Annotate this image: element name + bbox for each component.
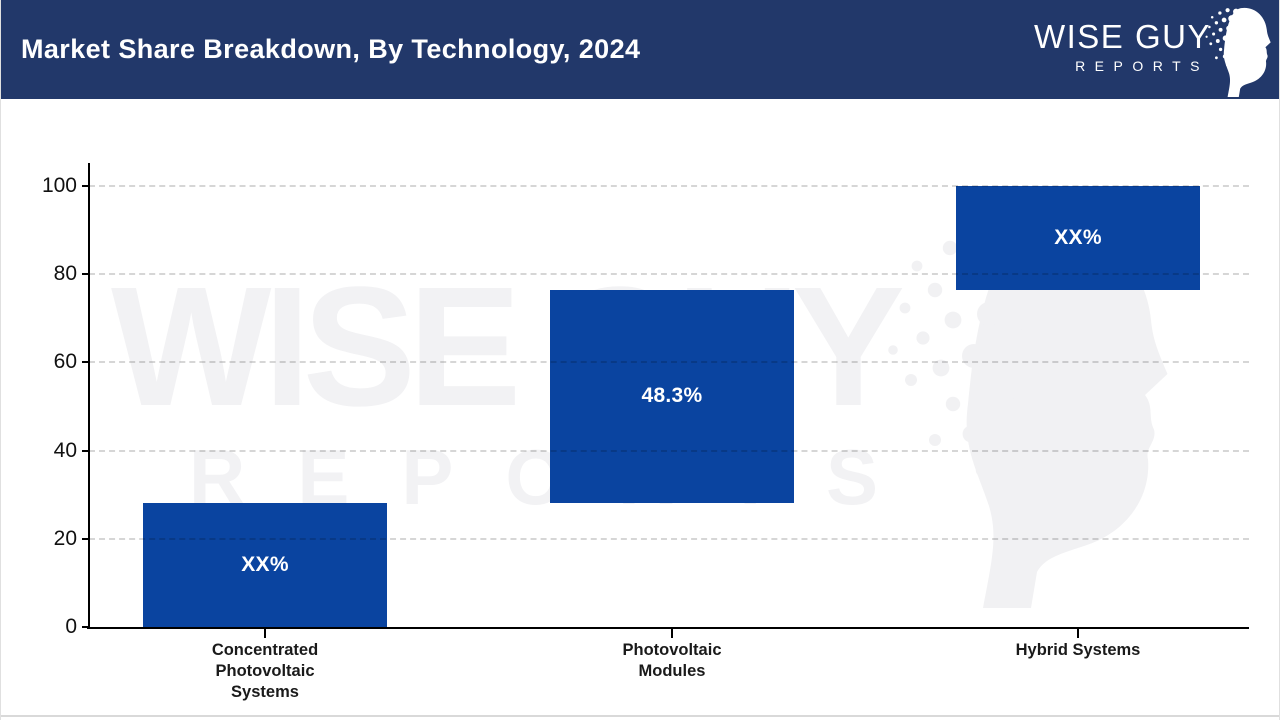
y-axis [88,163,90,629]
y-tick-60 [82,361,89,364]
gridline-60 [89,361,1249,364]
y-tick-label-100: 100 [41,174,77,197]
x-axis-label-photovoltaic-modules: Photovoltaic Modules [542,640,802,682]
x-tick-concentrated-photovoltaic-systems [264,629,266,638]
x-axis-label-line: Hybrid Systems [1015,641,1141,659]
plot-area [1,99,1279,715]
y-tick-0 [82,626,89,628]
y-tick-label-20: 20 [53,526,77,550]
x-axis-label-line: Concentrated [211,641,319,659]
gridline-100 [89,185,1249,187]
x-axis-label-line: Systems [231,683,299,701]
page-title: Market Share Breakdown, By Technology, 2… [21,34,641,64]
gridline-40 [89,449,1249,452]
logo-subtitle: REPORTS [1075,57,1209,74]
bar-concentrated-photovoltaic-systems: XX% [143,502,387,627]
logo-text: WISE GUY REPORTS [1033,18,1211,74]
gridline-20 [89,537,1249,540]
y-tick-40 [82,449,89,452]
y-tick-label-80: 80 [53,262,77,286]
x-axis-label-line: Photovoltaic [215,662,315,680]
y-tick-20 [82,537,89,540]
wiseguy-head-icon [1201,6,1271,97]
x-axis [87,627,1249,629]
y-tick-80 [82,273,89,276]
x-axis-label-line: Photovoltaic [622,641,722,659]
y-tick-label-60: 60 [53,350,77,374]
y-tick-label-0: 0 [65,615,77,638]
gridline-80 [89,273,1249,276]
bar-value-label: 48.3% [641,384,703,408]
bottom-divider [1,715,1279,717]
bar-value-label: XX% [241,552,289,576]
x-tick-hybrid-systems [1077,629,1079,638]
bar-value-label: XX% [1054,225,1102,249]
logo-wordmark: WISE GUY [1033,18,1211,55]
y-tick-100 [82,185,89,187]
header-bar: Market Share Breakdown, By Technology, 2… [1,0,1279,99]
x-axis-label-line: Modules [638,662,706,680]
y-tick-label-40: 40 [53,438,77,462]
bar-hybrid-systems: XX% [956,186,1200,290]
x-tick-photovoltaic-modules [671,629,673,638]
x-axis-label-hybrid-systems: Hybrid Systems [948,640,1208,661]
bar-photovoltaic-modules: 48.3% [550,289,794,503]
x-axis-label-concentrated-photovoltaic-systems: Concentrated Photovoltaic Systems [135,640,395,703]
wiseguy-logo: WISE GUY REPORTS [1034,6,1271,97]
